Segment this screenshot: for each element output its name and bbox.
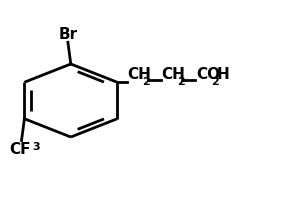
Text: H: H xyxy=(216,67,229,82)
Text: 3: 3 xyxy=(32,142,40,152)
Text: 2: 2 xyxy=(177,77,185,87)
Text: CF: CF xyxy=(9,142,31,157)
Text: CH: CH xyxy=(127,67,151,82)
Text: CO: CO xyxy=(196,67,220,82)
Text: 2: 2 xyxy=(142,77,150,87)
Text: Br: Br xyxy=(58,27,78,42)
Text: 2: 2 xyxy=(211,77,219,87)
Text: CH: CH xyxy=(162,67,186,82)
